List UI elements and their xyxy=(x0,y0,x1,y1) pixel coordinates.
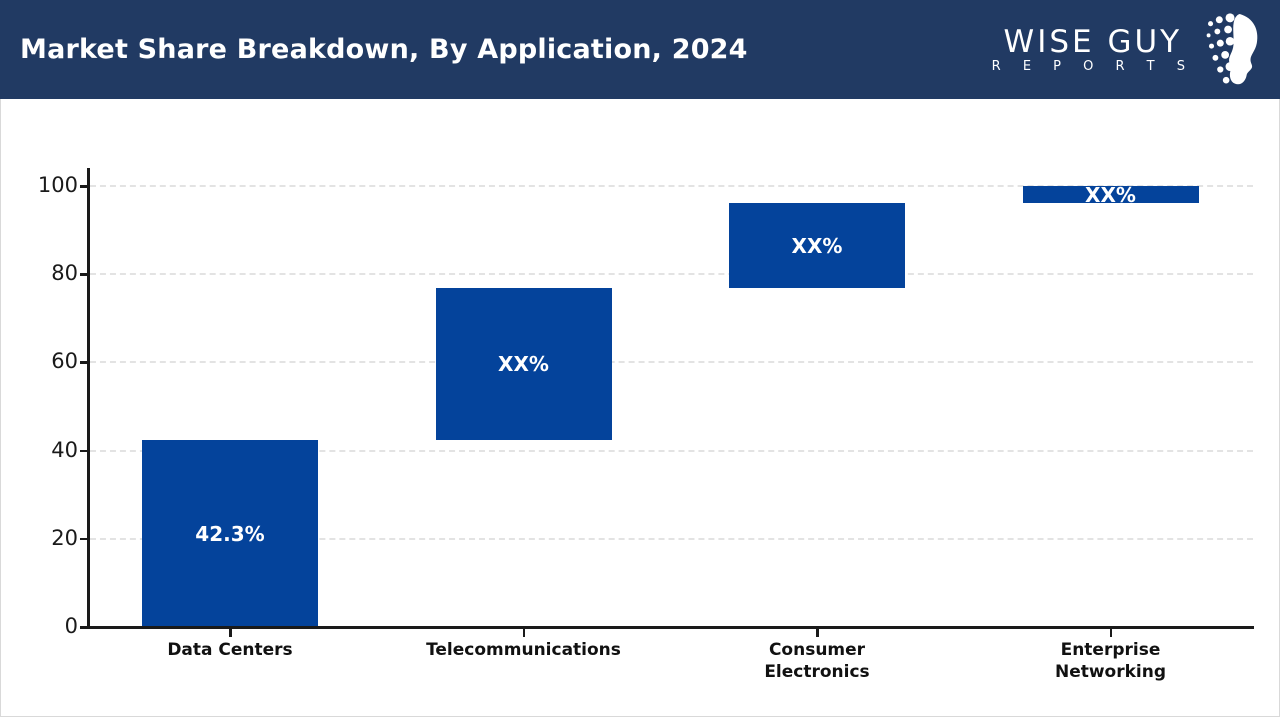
logo-text: WISE GUY R E P O R T S xyxy=(992,25,1194,75)
y-axis-tick-label: 80 xyxy=(51,261,78,286)
y-axis-tick xyxy=(80,361,89,364)
category-label-line: Electronics xyxy=(764,662,870,682)
x-axis-category-label-telecommunications: Telecommunications xyxy=(394,639,654,661)
bar-value-label-enterprise-networking: XX% xyxy=(1085,182,1136,207)
x-axis-tick xyxy=(522,629,525,637)
y-axis-tick-label: 60 xyxy=(51,349,78,374)
y-axis-line xyxy=(87,168,90,628)
category-label-line: Enterprise xyxy=(1060,640,1161,660)
x-axis-tick xyxy=(229,629,232,637)
category-label-line: Networking xyxy=(1054,662,1167,682)
category-label-line: Consumer xyxy=(768,640,866,660)
gridline-y-80 xyxy=(90,273,1253,276)
y-axis-tick xyxy=(80,273,89,276)
y-axis-tick-label: 40 xyxy=(51,437,78,462)
bar-value-label-data-centers: 42.3% xyxy=(195,521,265,546)
y-axis-tick-label: 0 xyxy=(64,614,78,638)
gridline-y-40 xyxy=(90,449,1253,452)
logo-reports-text: R E P O R T S xyxy=(991,59,1194,74)
y-axis-tick xyxy=(80,449,89,453)
bar-value-label-telecommunications: XX% xyxy=(498,352,549,377)
header-bar: Market Share Breakdown, By Application, … xyxy=(0,0,1280,99)
x-axis-tick xyxy=(1109,629,1112,637)
x-axis-category-label-data-centers: Data Centers xyxy=(100,639,360,661)
bar-data-centers: 42.3% xyxy=(142,440,318,627)
wise-guy-reports-logo: WISE GUY R E P O R T S xyxy=(992,8,1262,92)
y-axis-tick-label: 100 xyxy=(37,173,78,197)
category-label-line: Telecommunications xyxy=(426,640,621,660)
page-title: Market Share Breakdown, By Application, … xyxy=(20,34,748,65)
y-axis-tick xyxy=(80,626,89,629)
bar-value-label-consumer-electronics: XX% xyxy=(791,233,843,258)
gridline-y-60 xyxy=(90,361,1253,364)
x-axis-category-label-enterprise-networking: Enterprise Networking xyxy=(981,639,1241,683)
x-axis-tick xyxy=(816,629,819,637)
gridline-y-100 xyxy=(90,185,1253,187)
logo-wiseguy-text: WISE GUY xyxy=(1003,24,1183,60)
gridline-y-20 xyxy=(90,537,1253,540)
y-axis-tick-label: 20 xyxy=(51,525,78,550)
bar-consumer-electronics: XX% xyxy=(729,203,905,289)
y-axis-tick xyxy=(80,185,89,188)
x-axis-line xyxy=(87,626,1254,629)
logo-head-icon xyxy=(1206,13,1258,85)
bar-enterprise-networking: XX% xyxy=(1022,183,1199,207)
y-axis-tick xyxy=(80,537,89,541)
x-axis-category-label-consumer-electronics: Consumer Electronics xyxy=(687,639,947,683)
category-label-line: Data Centers xyxy=(167,640,293,660)
bar-telecommunications: XX% xyxy=(435,288,612,441)
